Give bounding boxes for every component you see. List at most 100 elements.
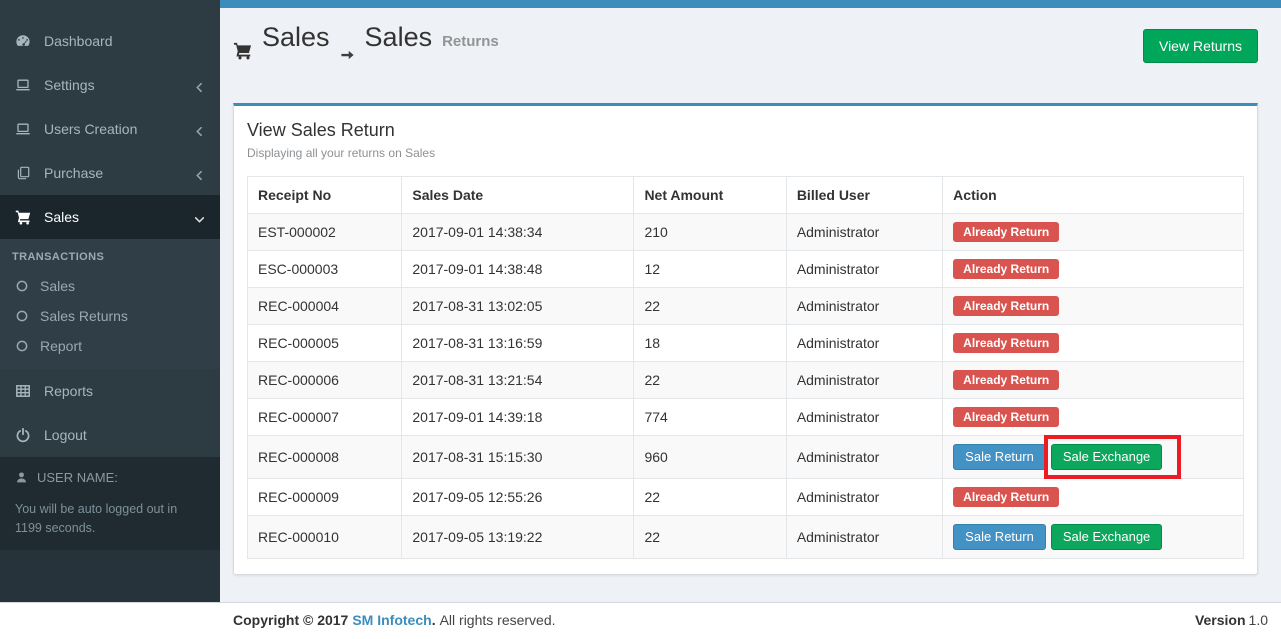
page-footer: Copyright © 2017 SM Infotech. All rights r… (0, 602, 1281, 639)
table-row: EST-000002 2017-09-01 14:38:34 210 Admin… (246, 213, 1244, 251)
subitem-label: Sales (40, 278, 76, 294)
page-title: Sales Sales Returns (233, 18, 499, 60)
billed-user-cell: Administrator (785, 213, 944, 251)
power-icon (15, 427, 31, 443)
sidebar-subitem-report[interactable]: Report (0, 331, 220, 361)
sales-date-cell: 2017-08-31 13:02:05 (401, 287, 635, 325)
sale-exchange-button[interactable]: Sale Exchange (1050, 524, 1163, 550)
shopping-cart-icon (15, 209, 31, 225)
receipt-no-cell: REC-000010 (246, 515, 403, 559)
user-name-label: USER NAME: (15, 470, 205, 485)
company-link[interactable]: SM Infotech (352, 612, 432, 628)
main-content: Sales Sales Returns View Returns View Sa… (220, 0, 1281, 602)
already-return-badge: Already Return (953, 222, 1060, 242)
sidebar-item-settings[interactable]: Settings (0, 63, 220, 107)
auto-logout-message: You will be auto logged out in 1199 seco… (15, 502, 178, 535)
panel-header: View Sales Return Displaying all your re… (234, 106, 1257, 166)
copyright-bold: Copyright © 2017 (233, 612, 349, 628)
sidebar-item-label: Dashboard (44, 33, 113, 49)
breadcrumb-sub: Returns (442, 33, 499, 50)
already-return-badge: Already Return (953, 370, 1060, 390)
sidebar-item-logout[interactable]: Logout (0, 413, 220, 457)
breadcrumb-primary: Sales (262, 22, 330, 52)
submenu-section-label: TRANSACTIONS (12, 251, 105, 263)
chevron-left-icon (194, 124, 205, 136)
column-header-net-amount: Net Amount (633, 176, 787, 214)
receipt-no-cell: EST-000002 (246, 213, 403, 251)
circle-icon (15, 279, 29, 293)
table-row: ESC-000003 2017-09-01 14:38:48 12 Admini… (246, 250, 1244, 288)
subitem-label: Report (40, 338, 83, 354)
table-row: REC-000004 2017-08-31 13:02:05 22 Admini… (246, 287, 1244, 325)
table-row: REC-000005 2017-08-31 13:16:59 18 Admini… (246, 324, 1244, 362)
sidebar-bottom-filler (0, 549, 220, 602)
circle-icon (15, 309, 29, 323)
version-value: 1.0 (1248, 612, 1268, 628)
sales-date-cell: 2017-08-31 13:16:59 (401, 324, 635, 362)
action-cell: Already Return (942, 478, 1244, 516)
column-header-action: Action (942, 176, 1244, 214)
sale-return-button[interactable]: Sale Return (953, 524, 1046, 550)
sidebar-item-dashboard[interactable]: Dashboard (0, 19, 220, 63)
receipt-no-cell: REC-000006 (246, 361, 403, 399)
table-row: REC-000007 2017-09-01 14:39:18 774 Admin… (246, 398, 1244, 436)
receipt-no-cell: REC-000004 (246, 287, 403, 325)
sales-date-cell: 2017-09-01 14:38:48 (401, 250, 635, 288)
user-icon (15, 471, 28, 484)
billed-user-cell: Administrator (785, 250, 944, 288)
version-text: Version 1.0 (1195, 612, 1268, 628)
laptop-icon (15, 121, 31, 137)
table-icon (15, 383, 31, 399)
receipt-no-cell: REC-000008 (246, 435, 403, 479)
net-amount-cell: 22 (633, 515, 787, 559)
sidebar-item-label: Users Creation (44, 121, 138, 137)
sidebar-item-purchase[interactable]: Purchase (0, 151, 220, 195)
action-cell: Already Return (942, 361, 1244, 399)
action-cell: Sale Return Sale Exchange (942, 515, 1244, 559)
sidebar-subitem-sales[interactable]: Sales (0, 271, 220, 301)
sales-return-table: Receipt No Sales Date Net Amount Billed … (246, 176, 1244, 559)
sidebar-item-label: Purchase (44, 165, 104, 181)
action-cell: Already Return (942, 398, 1244, 436)
net-amount-cell: 22 (633, 361, 787, 399)
already-return-badge: Already Return (953, 296, 1060, 316)
table-row: REC-000009 2017-09-05 12:55:26 22 Admini… (246, 478, 1244, 516)
receipt-no-cell: REC-000009 (246, 478, 403, 516)
action-cell: Already Return (942, 287, 1244, 325)
column-header-billed-user: Billed User (785, 176, 944, 214)
action-cell: Already Return (942, 250, 1244, 288)
laptop-icon (15, 77, 31, 93)
billed-user-cell: Administrator (785, 478, 944, 516)
sales-date-cell: 2017-09-05 12:55:26 (401, 478, 635, 516)
sidebar: Dashboard Settings Users Creation Purcha… (0, 0, 220, 602)
sidebar-item-sales[interactable]: Sales (0, 195, 220, 239)
column-header-sales-date: Sales Date (401, 176, 635, 214)
sale-return-button[interactable]: Sale Return (953, 444, 1046, 470)
table-row: REC-000006 2017-08-31 13:21:54 22 Admini… (246, 361, 1244, 399)
sidebar-item-label: Sales (44, 209, 80, 225)
sales-date-cell: 2017-08-31 13:21:54 (401, 361, 635, 399)
user-panel: USER NAME: You will be auto logged out i… (0, 457, 220, 550)
view-returns-button[interactable]: View Returns (1142, 29, 1258, 63)
sidebar-item-label: Logout (44, 427, 87, 443)
table-header-row: Receipt No Sales Date Net Amount Billed … (246, 176, 1244, 214)
already-return-badge: Already Return (953, 333, 1060, 353)
chevron-left-icon (194, 80, 205, 92)
sales-date-cell: 2017-09-05 13:19:22 (401, 515, 635, 559)
billed-user-cell: Administrator (785, 287, 944, 325)
chevron-left-icon (194, 168, 205, 180)
sidebar-item-reports[interactable]: Reports (0, 369, 220, 413)
table-row: REC-000010 2017-09-05 13:19:22 22 Admini… (246, 515, 1244, 559)
table-row: REC-000008 2017-08-31 15:15:30 960 Admin… (246, 435, 1244, 479)
circle-icon (15, 339, 29, 353)
sidebar-subitem-sales-returns[interactable]: Sales Returns (0, 301, 220, 331)
sidebar-item-users-creation[interactable]: Users Creation (0, 107, 220, 151)
sales-submenu: TRANSACTIONS Sales Sales Returns Report (0, 239, 220, 369)
already-return-badge: Already Return (953, 407, 1060, 427)
version-label: Version (1194, 612, 1246, 628)
highlight-annotation: Sale Exchange (1043, 435, 1182, 479)
sale-exchange-button[interactable]: Sale Exchange (1050, 444, 1163, 470)
action-cell: Sale Return Sale Exchange (942, 435, 1244, 479)
net-amount-cell: 774 (633, 398, 787, 436)
